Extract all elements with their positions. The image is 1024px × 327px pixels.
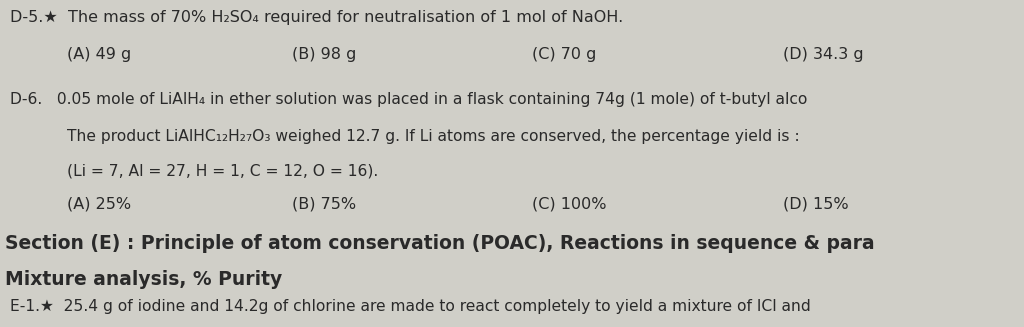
Text: E-1.★  25.4 g of iodine and 14.2g of chlorine are made to react completely to yi: E-1.★ 25.4 g of iodine and 14.2g of chlo… [10,299,811,314]
Text: (C) 100%: (C) 100% [532,196,607,211]
Text: D-6.   0.05 mole of LiAlH₄ in ether solution was placed in a flask containing 74: D-6. 0.05 mole of LiAlH₄ in ether soluti… [10,92,808,107]
Text: (D) 15%: (D) 15% [783,196,849,211]
Text: (B) 75%: (B) 75% [292,196,356,211]
Text: (C) 70 g: (C) 70 g [532,47,597,62]
Text: (A) 49 g: (A) 49 g [67,47,131,62]
Text: (A) 25%: (A) 25% [67,196,131,211]
Text: Mixture analysis, % Purity: Mixture analysis, % Purity [5,270,283,289]
Text: (B) 98 g: (B) 98 g [292,47,356,62]
Text: Section (E) : Principle of atom conservation (POAC), Reactions in sequence & par: Section (E) : Principle of atom conserva… [5,234,874,253]
Text: (D) 34.3 g: (D) 34.3 g [783,47,864,62]
Text: (Li = 7, Al = 27, H = 1, C = 12, O = 16).: (Li = 7, Al = 27, H = 1, C = 12, O = 16)… [67,164,378,179]
Text: D-5.★  The mass of 70% H₂SO₄ required for neutralisation of 1 mol of NaOH.: D-5.★ The mass of 70% H₂SO₄ required for… [10,10,624,25]
Text: The product LiAlHC₁₂H₂₇O₃ weighed 12.7 g. If Li atoms are conserved, the percent: The product LiAlHC₁₂H₂₇O₃ weighed 12.7 g… [67,129,799,144]
